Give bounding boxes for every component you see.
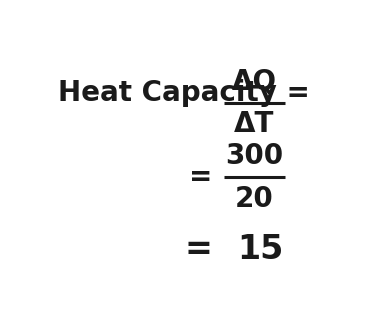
Text: ΔT: ΔT xyxy=(234,110,275,138)
Text: Heat Capacity =: Heat Capacity = xyxy=(58,79,319,107)
Text: ΔQ: ΔQ xyxy=(232,68,277,96)
Text: 15: 15 xyxy=(237,233,284,266)
Text: 20: 20 xyxy=(235,185,274,213)
Text: =: = xyxy=(184,233,212,266)
Text: 300: 300 xyxy=(225,142,284,170)
Text: =: = xyxy=(189,164,212,192)
